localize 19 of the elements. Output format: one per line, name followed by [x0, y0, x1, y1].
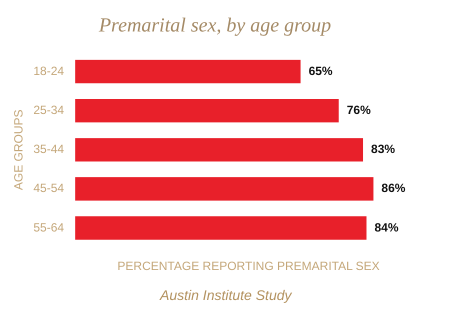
x-axis-title: PERCENTAGE REPORTING PREMARITAL SEX [117, 259, 380, 274]
y-tick-label: 35-44 [33, 142, 64, 156]
data-label: 84% [374, 220, 399, 234]
data-label: 65% [308, 64, 333, 78]
y-tick-label: 18-24 [33, 64, 64, 78]
y-tick-label: 45-54 [33, 181, 64, 196]
data-label: 83% [371, 142, 396, 156]
bar [75, 98, 339, 122]
data-label: 76% [346, 102, 372, 117]
y-axis-title: AGE GROUPS [12, 109, 26, 190]
y-tick-label: 25-34 [33, 102, 64, 117]
bar [75, 60, 301, 84]
y-tick-label: 55-64 [33, 220, 64, 234]
data-label: 86% [381, 181, 406, 196]
text: Austin Institute Study [159, 286, 293, 303]
bar [75, 177, 374, 201]
chart-title: Premarital sex, by age group [98, 14, 332, 36]
bar [75, 216, 366, 240]
bar [75, 138, 364, 162]
